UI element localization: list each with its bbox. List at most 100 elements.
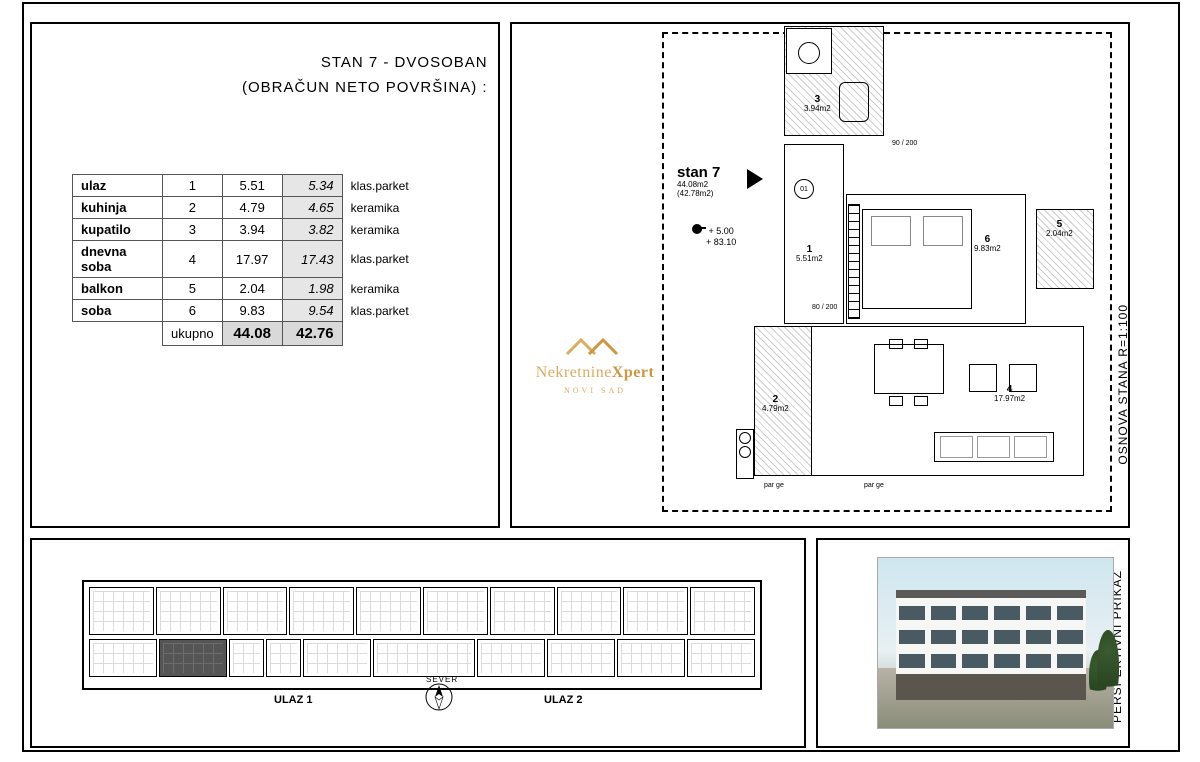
room-6-label: 69.83m2 [974, 234, 1001, 254]
furniture-wardrobe [848, 204, 860, 319]
building-unit [89, 587, 154, 635]
building-unit [687, 639, 755, 677]
table-row: kuhinja24.794.65keramika [73, 197, 423, 219]
watermark-roof-icon [565, 330, 625, 360]
building-unit [289, 587, 354, 635]
building-unit [617, 639, 685, 677]
cell-total-gross: 44.08 [222, 322, 282, 346]
label-osnova: OSNOVA STANA R=1:100 [1116, 304, 1130, 465]
dim-par-2: par ge [864, 482, 884, 489]
building-unit [557, 587, 622, 635]
dim-door-2: 80 / 200 [812, 304, 837, 311]
cell-material: keramika [342, 278, 422, 300]
building-unit [356, 587, 421, 635]
kitchen-counter [736, 429, 754, 479]
cell-index: 2 [163, 197, 223, 219]
building-unit [223, 587, 288, 635]
room-1-label: 15.51m2 [796, 244, 823, 264]
cell-area-net: 17.43 [282, 241, 342, 278]
cell-total-net: 42.76 [282, 322, 342, 346]
building-unit [547, 639, 615, 677]
cell-area-net: 3.82 [282, 219, 342, 241]
apartment-subtitle: (OBRAČUN NETO POVRŠINA) : [242, 79, 488, 96]
cell-area-gross: 2.04 [222, 278, 282, 300]
compass-icon [424, 682, 454, 712]
furniture-chair [914, 339, 928, 349]
elevation-mark: + 5.00 + 83.10 [692, 224, 736, 248]
dim-par-1: par ge [764, 482, 784, 489]
cell-index: 6 [163, 300, 223, 322]
table-row: ulaz15.515.34klas.parket [73, 175, 423, 197]
building-unit [490, 587, 555, 635]
cell-area-gross: 17.97 [222, 241, 282, 278]
table-row: balkon52.041.98keramika [73, 278, 423, 300]
building-unit [89, 639, 157, 677]
furniture-chair [889, 396, 903, 406]
furniture-bed [862, 209, 972, 309]
header-block: STAN 7 - DVOSOBAN (OBRAČUN NETO POVRŠINA… [242, 54, 488, 96]
building-unit [373, 639, 474, 677]
cell-total-label: ukupno [163, 322, 223, 346]
cell-material: keramika [342, 197, 422, 219]
building-unit [690, 587, 755, 635]
cell-area-net: 1.98 [282, 278, 342, 300]
cell-material: klas.parket [342, 300, 422, 322]
room-5-label: 52.04m2 [1046, 219, 1073, 239]
table-row: dnevna soba417.9717.43klas.parket [73, 241, 423, 278]
cell-room: kupatilo [73, 219, 163, 241]
cell-index: 1 [163, 175, 223, 197]
cell-material: klas.parket [342, 175, 422, 197]
table-row: kupatilo33.943.82keramika [73, 219, 423, 241]
cell-room: dnevna soba [73, 241, 163, 278]
cell-area-gross: 5.51 [222, 175, 282, 197]
cell-room: kuhinja [73, 197, 163, 219]
label-ulaz2: ULAZ 2 [544, 694, 583, 706]
cell-area-gross: 9.83 [222, 300, 282, 322]
panel-building-plan: ULAZ 1 ULAZ 2 SEVER [30, 538, 806, 748]
furniture-chair [889, 339, 903, 349]
entry-arrow-icon [747, 169, 763, 189]
building-unit [229, 639, 264, 677]
building-render [878, 558, 1113, 728]
fixture-sink-icon [798, 42, 820, 64]
watermark-logo: NekretnineXpert NOVI SAD [505, 330, 685, 395]
furniture-armchair [969, 364, 997, 392]
area-table: ulaz15.515.34klas.parketkuhinja24.794.65… [72, 174, 423, 346]
room-3-label: 33.94m2 [804, 94, 831, 114]
watermark-brand-right: Xpert [612, 364, 654, 381]
room-1-hall [784, 144, 844, 324]
cell-area-net: 5.34 [282, 175, 342, 197]
panel-area-table: STAN 7 - DVOSOBAN (OBRAČUN NETO POVRŠINA… [30, 22, 500, 528]
building-unit [303, 639, 371, 677]
building-unit [423, 587, 488, 635]
cell-area-net: 9.54 [282, 300, 342, 322]
building-unit [623, 587, 688, 635]
plan-boundary: 33.94m2 15.51m2 01 69.83m2 52.04m2 [662, 32, 1112, 512]
table-row-total: ukupno44.0842.76 [73, 322, 423, 346]
cell-area-net: 4.65 [282, 197, 342, 219]
watermark-city: NOVI SAD [505, 386, 685, 395]
cell-index: 3 [163, 219, 223, 241]
furniture-table [874, 344, 944, 394]
cell-room: ulaz [73, 175, 163, 197]
cell-index: 5 [163, 278, 223, 300]
fixture-tub [839, 82, 869, 122]
furniture-chair [914, 396, 928, 406]
stan-label: stan 7 44.08m2 (42.78m2) [677, 164, 720, 199]
furniture-sofa [934, 432, 1054, 462]
cell-index: 4 [163, 241, 223, 278]
building-unit [266, 639, 301, 677]
table-row: soba69.839.54klas.parket [73, 300, 423, 322]
door-mark-icon: 01 [794, 179, 814, 199]
building-unit [156, 587, 221, 635]
cell-room: soba [73, 300, 163, 322]
building-strip: ULAZ 1 ULAZ 2 SEVER [82, 580, 762, 690]
apartment-title: STAN 7 - DVOSOBAN [242, 54, 488, 71]
cell-room: balkon [73, 278, 163, 300]
panel-floor-plan: OSNOVA STANA R=1:100 33.94m2 15.51m2 01 [510, 22, 1130, 528]
building-unit [477, 639, 545, 677]
cell-material: klas.parket [342, 241, 422, 278]
label-ulaz1: ULAZ 1 [274, 694, 313, 706]
cell-area-gross: 3.94 [222, 219, 282, 241]
furniture-armchair [1009, 364, 1037, 392]
